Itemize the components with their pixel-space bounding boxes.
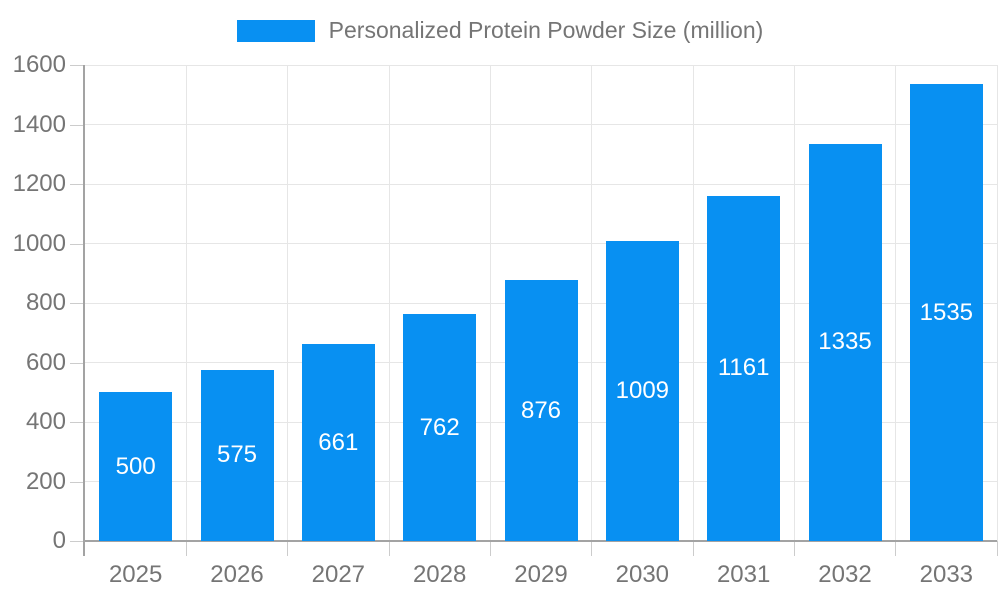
bar[interactable]: 762 bbox=[403, 314, 477, 541]
y-tick-label: 600 bbox=[25, 348, 66, 376]
y-tick bbox=[70, 65, 85, 66]
x-gridline bbox=[489, 65, 491, 541]
y-tick bbox=[70, 481, 85, 483]
x-tick-label: 2031 bbox=[716, 561, 771, 588]
x-tick-label: 2026 bbox=[210, 561, 264, 588]
bar[interactable]: 500 bbox=[99, 392, 173, 541]
y-gridline bbox=[85, 124, 997, 125]
bar[interactable]: 1009 bbox=[605, 240, 679, 541]
x-tick-label: 2032 bbox=[818, 561, 872, 588]
bar-value-label: 1009 bbox=[615, 376, 670, 404]
y-tick-label: 1600 bbox=[12, 51, 66, 78]
y-tick-label: 1000 bbox=[12, 229, 66, 257]
x-tick-label: 2027 bbox=[311, 561, 366, 588]
y-gridline bbox=[85, 243, 997, 244]
x-gridline bbox=[287, 65, 289, 541]
y-tick-label: 200 bbox=[25, 467, 66, 495]
x-tick-label: 2025 bbox=[108, 561, 163, 588]
x-tick-label: 2029 bbox=[514, 561, 568, 588]
x-gridline bbox=[895, 65, 897, 541]
y-tick-label: 400 bbox=[25, 408, 66, 435]
y-tick-label: 1400 bbox=[12, 110, 66, 138]
y-tick-label: 0 bbox=[52, 527, 66, 554]
x-gridline bbox=[996, 65, 998, 541]
x-tick bbox=[489, 541, 491, 556]
x-tick bbox=[591, 541, 593, 556]
bar[interactable]: 1335 bbox=[808, 143, 882, 541]
bar-value-label: 1535 bbox=[919, 298, 974, 326]
y-tick bbox=[70, 422, 85, 423]
bar[interactable]: 661 bbox=[301, 344, 375, 541]
y-tick bbox=[70, 541, 85, 542]
y-tick-label: 1200 bbox=[12, 170, 66, 197]
x-tick bbox=[388, 541, 390, 556]
bar-value-label: 1161 bbox=[717, 354, 770, 382]
x-gridline bbox=[692, 65, 694, 541]
legend-swatch bbox=[236, 19, 315, 42]
x-gridline bbox=[793, 65, 795, 541]
bar[interactable]: 1161 bbox=[707, 195, 781, 541]
bar-value-label: 575 bbox=[216, 441, 258, 469]
x-tick bbox=[287, 541, 289, 556]
x-gridline bbox=[388, 65, 390, 541]
x-tick-label: 2028 bbox=[412, 561, 467, 588]
y-tick bbox=[70, 362, 85, 364]
bar-value-label: 500 bbox=[115, 452, 156, 480]
bar-value-label: 876 bbox=[520, 396, 562, 424]
x-tick bbox=[793, 541, 795, 556]
bar[interactable]: 1535 bbox=[909, 84, 983, 541]
x-axis-line bbox=[85, 540, 997, 542]
bar[interactable]: 876 bbox=[504, 280, 578, 541]
x-tick bbox=[996, 541, 998, 556]
y-tick bbox=[70, 243, 85, 245]
y-gridline bbox=[85, 64, 997, 66]
bar-value-label: 661 bbox=[318, 428, 359, 456]
legend-label: Personalized Protein Powder Size (millio… bbox=[328, 17, 764, 43]
x-tick-label: 2033 bbox=[919, 561, 974, 588]
bar[interactable]: 575 bbox=[200, 369, 274, 541]
y-tick bbox=[70, 303, 85, 304]
legend-item[interactable]: Personalized Protein Powder Size (millio… bbox=[0, 17, 1000, 44]
x-tick-label: 2030 bbox=[615, 561, 670, 588]
y-tick-label: 800 bbox=[25, 289, 66, 316]
x-tick bbox=[692, 541, 694, 556]
y-gridline bbox=[85, 183, 997, 185]
x-gridline bbox=[591, 65, 593, 541]
x-gridline bbox=[185, 65, 187, 541]
bar-value-label: 1335 bbox=[818, 328, 872, 356]
y-axis-line bbox=[83, 65, 85, 556]
y-tick bbox=[70, 184, 85, 185]
x-tick bbox=[185, 541, 187, 556]
y-tick bbox=[70, 124, 85, 126]
bar-value-label: 762 bbox=[419, 413, 460, 441]
x-tick bbox=[895, 541, 897, 556]
